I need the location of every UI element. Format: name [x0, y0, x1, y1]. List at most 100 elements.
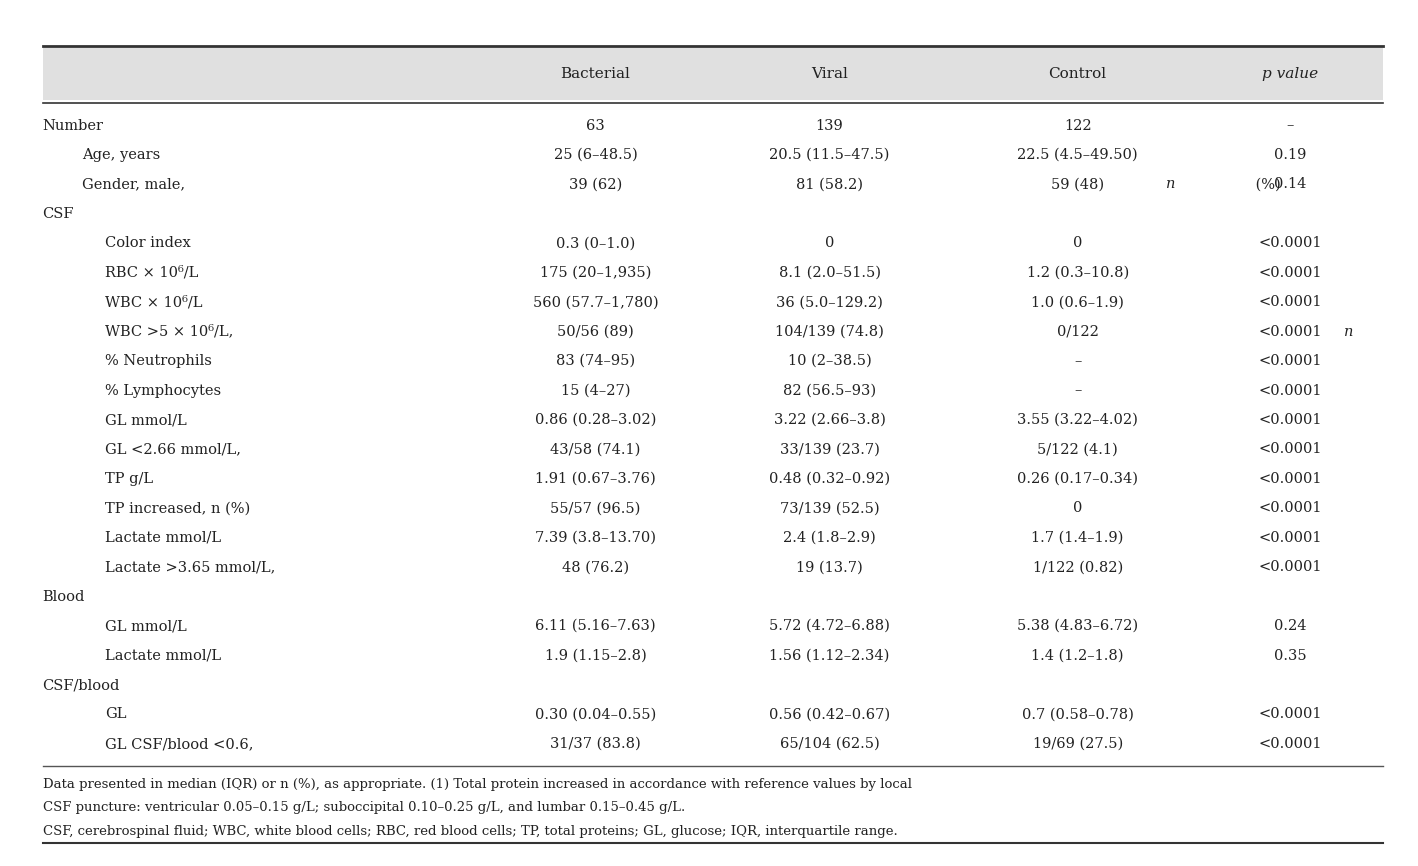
Text: Viral: Viral: [811, 67, 848, 81]
Text: 0.7 (0.58–0.78): 0.7 (0.58–0.78): [1022, 708, 1133, 721]
Text: <0.0001: <0.0001: [1259, 413, 1322, 427]
Text: 122: 122: [1064, 119, 1092, 132]
Text: 0.86 (0.28–3.02): 0.86 (0.28–3.02): [535, 413, 657, 427]
Text: 0.56 (0.42–0.67): 0.56 (0.42–0.67): [769, 708, 891, 721]
Text: 15 (4–27): 15 (4–27): [560, 384, 631, 397]
Text: 83 (74–95): 83 (74–95): [556, 354, 635, 368]
Text: 39 (62): 39 (62): [569, 178, 623, 191]
Text: <0.0001: <0.0001: [1259, 325, 1322, 339]
Text: GL mmol/L: GL mmol/L: [105, 413, 187, 427]
Text: 0.48 (0.32–0.92): 0.48 (0.32–0.92): [769, 472, 891, 486]
Text: 55/57 (96.5): 55/57 (96.5): [550, 501, 641, 515]
Text: 59 (48): 59 (48): [1051, 178, 1105, 191]
Text: 5.72 (4.72–6.88): 5.72 (4.72–6.88): [769, 619, 891, 633]
Text: CSF puncture: ventricular 0.05–0.15 g/L; suboccipital 0.10–0.25 g/L, and lumbar : CSF puncture: ventricular 0.05–0.15 g/L;…: [43, 801, 685, 815]
Text: 10 (2–38.5): 10 (2–38.5): [787, 354, 872, 368]
Text: RBC × 10⁶/L: RBC × 10⁶/L: [105, 266, 199, 280]
Text: n: n: [1344, 325, 1353, 339]
Text: 0.26 (0.17–0.34): 0.26 (0.17–0.34): [1017, 472, 1139, 486]
Text: 48 (76.2): 48 (76.2): [562, 560, 630, 574]
Text: Age, years: Age, years: [82, 148, 160, 162]
Text: 20.5 (11.5–47.5): 20.5 (11.5–47.5): [770, 148, 889, 162]
Text: GL CSF/blood <0.6,: GL CSF/blood <0.6,: [105, 737, 258, 751]
Text: 19/69 (27.5): 19/69 (27.5): [1032, 737, 1123, 751]
Text: <0.0001: <0.0001: [1259, 266, 1322, 280]
Text: % Lymphocytes: % Lymphocytes: [105, 384, 221, 397]
Text: 175 (20–1,935): 175 (20–1,935): [540, 266, 651, 280]
Text: <0.0001: <0.0001: [1259, 236, 1322, 250]
Text: 560 (57.7–1,780): 560 (57.7–1,780): [533, 295, 658, 309]
Text: CSF: CSF: [43, 207, 74, 221]
Text: 1.7 (1.4–1.9): 1.7 (1.4–1.9): [1031, 531, 1124, 545]
Text: –: –: [1073, 354, 1082, 368]
Text: 3.22 (2.66–3.8): 3.22 (2.66–3.8): [774, 413, 885, 427]
Text: 36 (5.0–129.2): 36 (5.0–129.2): [776, 295, 883, 309]
Text: <0.0001: <0.0001: [1259, 472, 1322, 486]
Text: Data presented in median (IQR) or n (%), as appropriate. (1) Total protein incre: Data presented in median (IQR) or n (%),…: [43, 778, 912, 792]
Text: 5.38 (4.83–6.72): 5.38 (4.83–6.72): [1017, 619, 1139, 633]
Text: 0: 0: [1073, 236, 1082, 250]
Text: 0.24: 0.24: [1275, 619, 1306, 633]
Text: 0: 0: [1073, 501, 1082, 515]
Text: 8.1 (2.0–51.5): 8.1 (2.0–51.5): [778, 266, 881, 280]
Text: 1.91 (0.67–3.76): 1.91 (0.67–3.76): [535, 472, 657, 486]
Text: 19 (13.7): 19 (13.7): [795, 560, 864, 574]
Text: TP g/L: TP g/L: [105, 472, 153, 486]
Text: % Neutrophils: % Neutrophils: [105, 354, 211, 368]
Text: 7.39 (3.8–13.70): 7.39 (3.8–13.70): [535, 531, 657, 545]
Text: Lactate >3.65 mmol/L,: Lactate >3.65 mmol/L,: [105, 560, 279, 574]
Text: –: –: [1073, 384, 1082, 397]
Text: (%): (%): [1251, 178, 1280, 191]
Text: GL: GL: [105, 708, 126, 721]
Text: 73/139 (52.5): 73/139 (52.5): [780, 501, 879, 515]
Text: 0.19: 0.19: [1275, 148, 1306, 162]
Text: 104/139 (74.8): 104/139 (74.8): [776, 325, 883, 339]
Text: 1.4 (1.2–1.8): 1.4 (1.2–1.8): [1031, 649, 1124, 662]
Text: 0.35: 0.35: [1273, 649, 1307, 662]
Text: 63: 63: [586, 119, 605, 132]
Text: <0.0001: <0.0001: [1259, 501, 1322, 515]
Text: Color index: Color index: [105, 236, 190, 250]
Text: 43/58 (74.1): 43/58 (74.1): [550, 443, 641, 456]
Text: 1.2 (0.3–10.8): 1.2 (0.3–10.8): [1027, 266, 1129, 280]
Text: 82 (56.5–93): 82 (56.5–93): [783, 384, 876, 397]
Text: <0.0001: <0.0001: [1259, 354, 1322, 368]
Text: 1.9 (1.15–2.8): 1.9 (1.15–2.8): [545, 649, 647, 662]
Text: 5/122 (4.1): 5/122 (4.1): [1038, 443, 1117, 456]
Text: Blood: Blood: [43, 590, 85, 604]
Text: CSF/blood: CSF/blood: [43, 678, 121, 692]
Text: 81 (58.2): 81 (58.2): [795, 178, 864, 191]
Text: 1.56 (1.12–2.34): 1.56 (1.12–2.34): [770, 649, 889, 662]
Text: <0.0001: <0.0001: [1259, 708, 1322, 721]
Text: GL mmol/L: GL mmol/L: [105, 619, 187, 633]
Text: 6.11 (5.16–7.63): 6.11 (5.16–7.63): [535, 619, 657, 633]
Text: 50/56 (89): 50/56 (89): [557, 325, 634, 339]
Text: 31/37 (83.8): 31/37 (83.8): [550, 737, 641, 751]
Text: 1/122 (0.82): 1/122 (0.82): [1032, 560, 1123, 574]
Text: <0.0001: <0.0001: [1259, 531, 1322, 545]
Text: <0.0001: <0.0001: [1259, 737, 1322, 751]
Text: <0.0001: <0.0001: [1259, 295, 1322, 309]
Text: 139: 139: [815, 119, 844, 132]
Text: CSF, cerebrospinal fluid; WBC, white blood cells; RBC, red blood cells; TP, tota: CSF, cerebrospinal fluid; WBC, white blo…: [43, 824, 898, 838]
Text: 0.14: 0.14: [1275, 178, 1306, 191]
Text: Control: Control: [1049, 67, 1106, 81]
Text: 3.55 (3.22–4.02): 3.55 (3.22–4.02): [1017, 413, 1139, 427]
Text: 0: 0: [825, 236, 834, 250]
Text: Bacterial: Bacterial: [560, 67, 631, 81]
Text: 1.0 (0.6–1.9): 1.0 (0.6–1.9): [1031, 295, 1124, 309]
Text: TP increased, n (%): TP increased, n (%): [105, 501, 250, 515]
Text: <0.0001: <0.0001: [1259, 560, 1322, 574]
Text: Lactate mmol/L: Lactate mmol/L: [105, 531, 221, 545]
Text: <0.0001: <0.0001: [1259, 384, 1322, 397]
Text: 22.5 (4.5–49.50): 22.5 (4.5–49.50): [1017, 148, 1139, 162]
Text: 0.3 (0–1.0): 0.3 (0–1.0): [556, 236, 635, 250]
Text: 0.30 (0.04–0.55): 0.30 (0.04–0.55): [535, 708, 657, 721]
Text: 65/104 (62.5): 65/104 (62.5): [780, 737, 879, 751]
Text: <0.0001: <0.0001: [1259, 443, 1322, 456]
Bar: [43, 48, 1383, 100]
Text: n: n: [1166, 178, 1176, 191]
Text: WBC × 10⁶/L: WBC × 10⁶/L: [105, 295, 203, 309]
Text: p value: p value: [1262, 67, 1319, 81]
Text: –: –: [1286, 119, 1295, 132]
